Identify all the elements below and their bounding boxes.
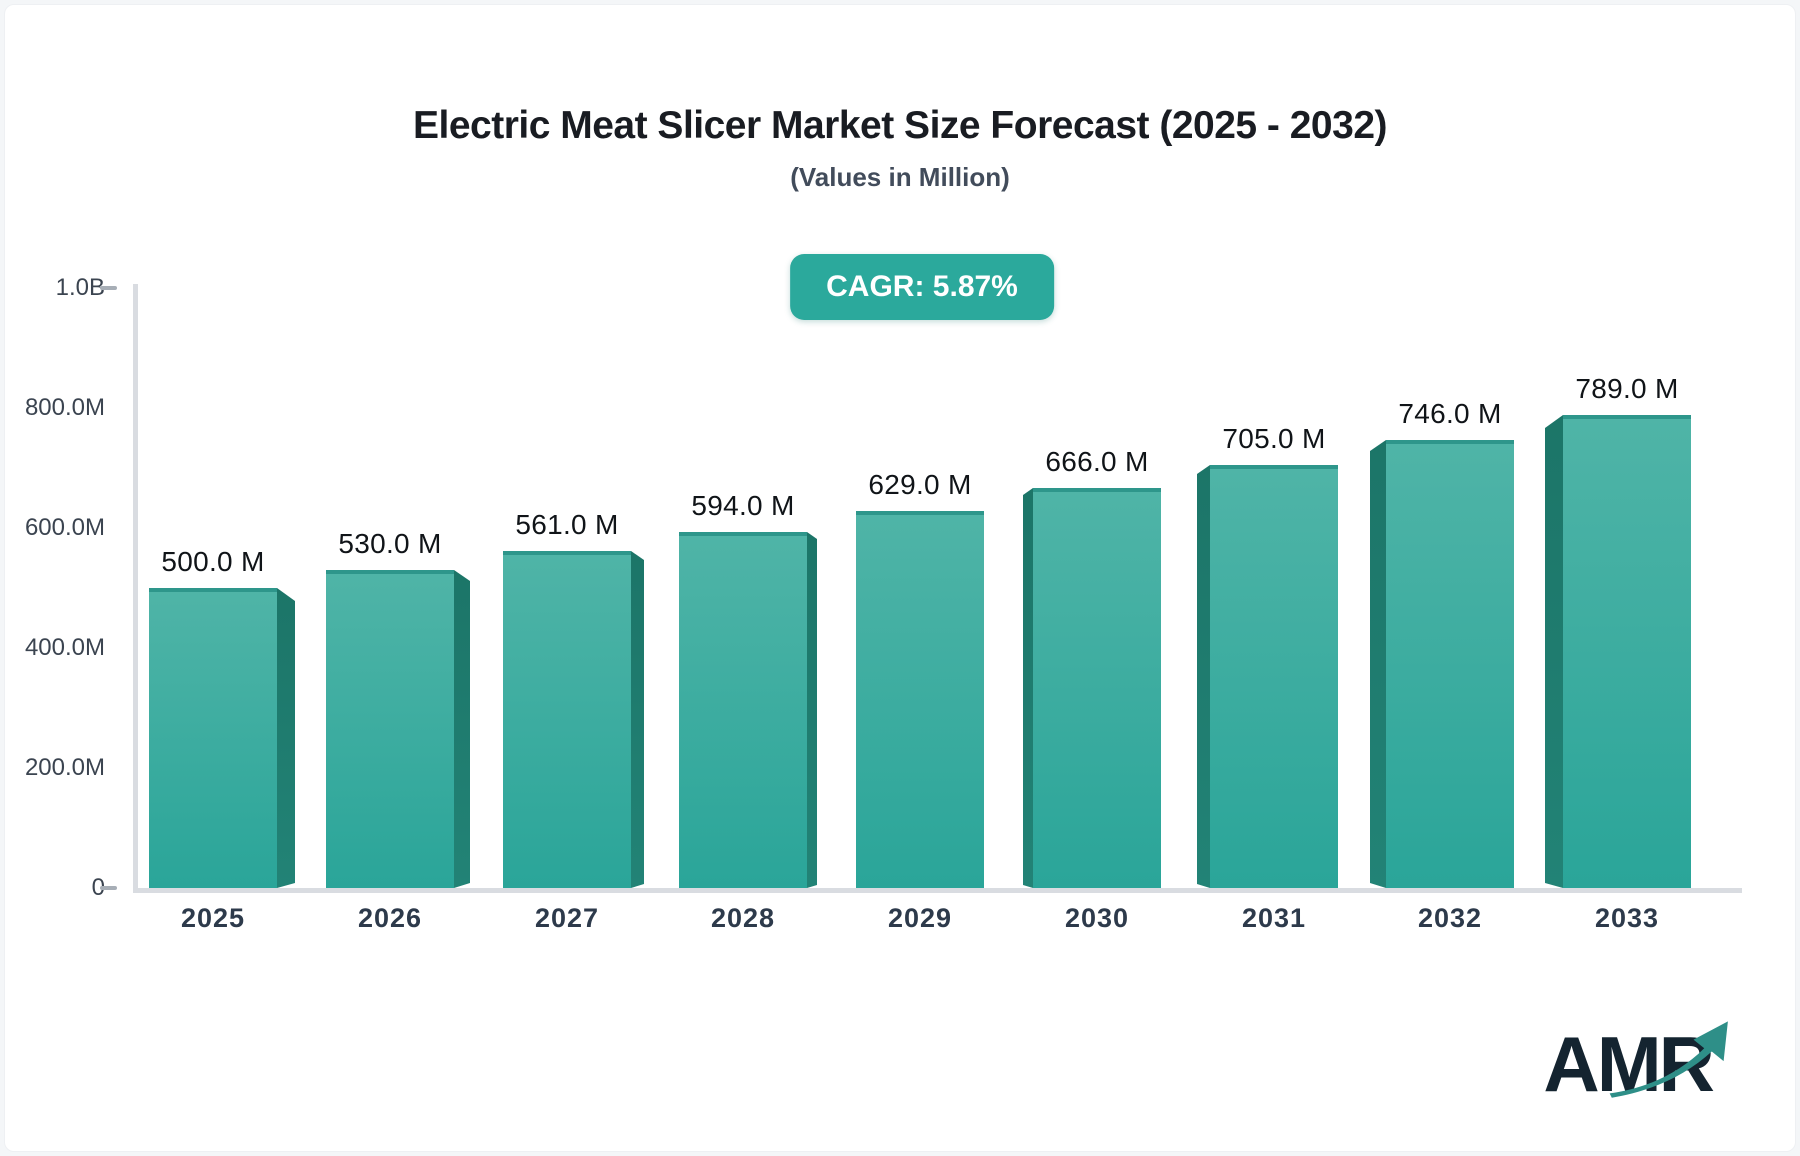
x-axis-label-2030: 2030	[1064, 903, 1130, 933]
bar-3d-side	[277, 588, 295, 888]
bar-3d-side	[1545, 415, 1563, 888]
y-axis-tick-label: 200.0M	[24, 754, 105, 781]
bar-3d-side	[631, 551, 644, 888]
y-axis-line	[133, 284, 138, 893]
x-axis-label-2029: 2029	[887, 903, 953, 933]
bar-value-label: 500.0 M	[161, 546, 265, 577]
y-axis-tick-label: 400.0M	[24, 634, 105, 661]
bar-2026[interactable]	[326, 570, 454, 888]
x-axis-label-2028: 2028	[710, 903, 776, 933]
bar-2030[interactable]	[1033, 488, 1161, 888]
bar-2032[interactable]	[1386, 440, 1514, 888]
x-axis-label-2027: 2027	[534, 903, 600, 933]
x-axis-label-2025: 2025	[180, 903, 246, 933]
bar-2033[interactable]	[1563, 415, 1691, 888]
y-axis-tick-dash	[100, 886, 117, 890]
amr-logo: AMR	[1543, 1021, 1728, 1104]
cagr-badge: CAGR: 5.87%	[790, 254, 1054, 320]
bar-value-label: 629.0 M	[868, 469, 972, 500]
x-axis-label-2031: 2031	[1241, 903, 1307, 933]
bar-3d-side	[1370, 440, 1386, 888]
bar-3d-side	[807, 532, 817, 888]
y-axis-tick-dash	[100, 286, 117, 290]
cagr-badge-label: CAGR: 5.87%	[826, 270, 1018, 303]
y-axis-tick-label: 1.0B	[55, 274, 105, 301]
bar-2028[interactable]	[679, 532, 807, 888]
bar-value-label: 666.0 M	[1045, 446, 1149, 477]
bar-2029[interactable]	[856, 511, 984, 888]
bar-value-label: 530.0 M	[338, 528, 442, 559]
bar-2031[interactable]	[1210, 465, 1338, 888]
bar-2027[interactable]	[503, 551, 631, 888]
bar-3d-side	[1023, 488, 1033, 888]
bar-3d-side	[454, 570, 470, 888]
bar-value-label: 789.0 M	[1575, 373, 1679, 404]
bar-value-label: 594.0 M	[691, 490, 795, 521]
bar-3d-side	[1197, 465, 1210, 888]
y-axis-tick-label: 800.0M	[24, 394, 105, 421]
bar-value-label: 561.0 M	[515, 509, 619, 540]
amr-logo-arrow-icon	[1609, 1021, 1728, 1098]
y-axis-tick-label: 0	[91, 874, 105, 901]
x-axis-label-2032: 2032	[1417, 903, 1483, 933]
x-axis-label-2026: 2026	[357, 903, 423, 933]
x-axis-line	[133, 888, 1742, 893]
bar-value-label: 705.0 M	[1222, 423, 1326, 454]
x-axis-label-2033: 2033	[1594, 903, 1660, 933]
bar-2025[interactable]	[149, 588, 277, 888]
chart-subtitle: (Values in Million)	[790, 162, 1010, 192]
bar-value-label: 746.0 M	[1398, 398, 1502, 429]
chart-title: Electric Meat Slicer Market Size Forecas…	[412, 104, 1388, 147]
y-axis-tick-label: 600.0M	[24, 514, 105, 541]
